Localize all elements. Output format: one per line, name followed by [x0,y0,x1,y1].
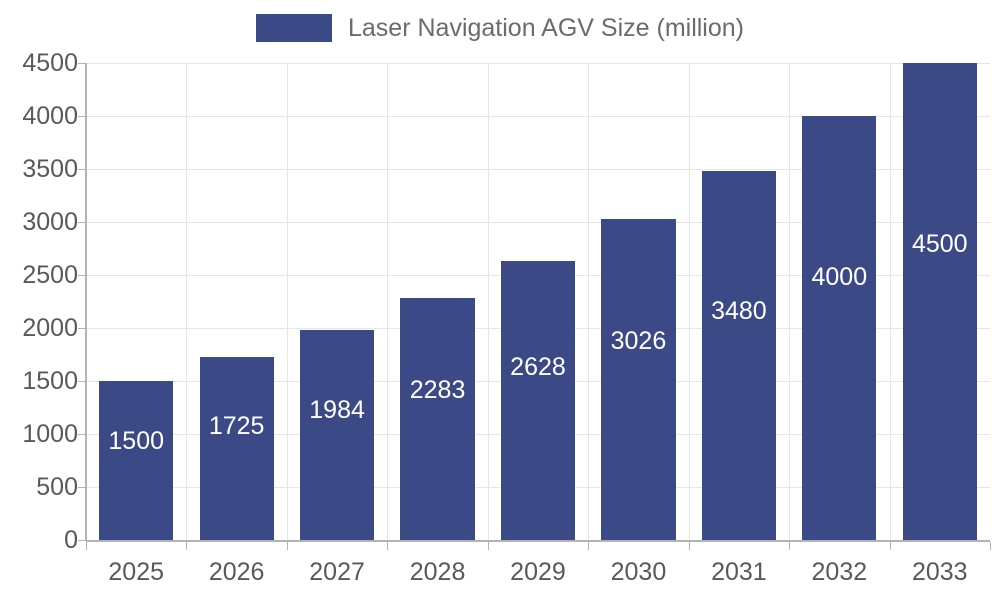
gridline-horizontal [86,169,990,170]
bar-value-label: 2283 [409,376,466,405]
bar-value-label: 3480 [711,297,767,326]
gridline-horizontal [86,222,990,223]
y-axis-tick-mark [78,116,85,117]
x-axis-line [86,540,990,542]
y-axis-tick-label: 2000 [22,314,78,342]
y-axis-tick-label: 1500 [22,367,78,395]
y-axis-tick-mark [78,275,85,276]
y-axis-tick-mark [78,328,85,329]
gridline-vertical [488,63,489,540]
x-axis-tick-label: 2033 [911,558,968,586]
x-axis-tick-label: 2027 [309,558,365,586]
y-axis-line [85,63,87,541]
bar[interactable]: 1725 [199,357,274,540]
x-axis-tick-label: 2028 [409,558,466,586]
plot-area: 1500 1725 1984 2283 2628 3026 3480 4000 4500 [86,63,990,541]
y-axis-tick-mark [78,381,85,382]
gridline-vertical [287,63,288,540]
y-axis-tick-mark [78,487,85,488]
bar[interactable]: 4000 [802,116,877,540]
x-axis-tick-mark [86,542,87,550]
y-axis-tick-mark [78,169,85,170]
y-axis-tick-label: 4000 [22,102,78,130]
x-axis-tick-mark [789,542,790,550]
x-axis-tick-mark [387,542,388,550]
bar-value-label: 1984 [309,395,365,424]
y-axis-tick-mark [78,434,85,435]
y-axis-tick-label: 3500 [22,155,78,183]
gridline-vertical [588,63,589,540]
y-axis-tick-mark [78,540,85,541]
x-axis-tick-mark [588,542,589,550]
legend-label: Laser Navigation AGV Size (million) [348,13,744,42]
bar-value-label: 4500 [911,230,968,258]
bar[interactable]: 4500 [902,63,977,540]
x-axis-tick-label: 2025 [108,558,165,586]
gridline-horizontal [86,116,990,117]
x-axis-tick-label: 2032 [811,558,868,586]
bar-value-label: 2628 [510,353,566,382]
gridline-vertical [890,63,891,540]
chart-legend: Laser Navigation AGV Size (million) [0,8,1000,48]
y-axis-tick-label: 2500 [22,261,78,289]
y-axis-tick-label: 0 [64,526,78,554]
x-axis-tick-mark [488,542,489,550]
gridline-horizontal [86,63,990,64]
gridline-vertical [387,63,388,540]
y-axis-tick-mark [78,222,85,223]
bar[interactable]: 1500 [99,381,174,540]
bar-value-label: 1500 [108,427,165,455]
bar-value-label: 3026 [610,327,667,356]
bar-value-label: 4000 [811,263,868,291]
y-axis-tick-label: 500 [36,473,78,501]
bar[interactable]: 3480 [701,171,777,540]
x-axis-tick-label: 2031 [711,558,767,586]
y-axis-tick-labels: 0 500 1000 1500 2000 2500 3000 3500 4000 4500 [0,0,78,600]
legend-color-swatch [256,14,332,42]
bar-value-label: 1725 [208,412,265,441]
x-axis-tick-mark [990,542,991,550]
gridline-vertical [689,63,690,540]
y-axis-tick-label: 1000 [22,420,78,448]
x-axis-tick-mark [186,542,187,550]
bar[interactable]: 2628 [500,261,576,540]
gridline-vertical [789,63,790,540]
x-axis-tick-mark [689,542,690,550]
x-axis-tick-label: 2029 [510,558,566,586]
y-axis-tick-label: 3000 [22,208,78,236]
x-axis-tick-label: 2026 [208,558,265,586]
x-axis-tick-label: 2030 [610,558,667,586]
x-axis-tick-mark [890,542,891,550]
bar[interactable]: 3026 [601,219,676,540]
gridline-vertical [186,63,187,540]
bar[interactable]: 1984 [299,329,375,540]
bar[interactable]: 2283 [400,298,475,540]
y-axis-tick-label: 4500 [22,49,78,77]
y-axis-tick-mark [78,63,85,64]
x-axis-tick-mark [287,542,288,550]
